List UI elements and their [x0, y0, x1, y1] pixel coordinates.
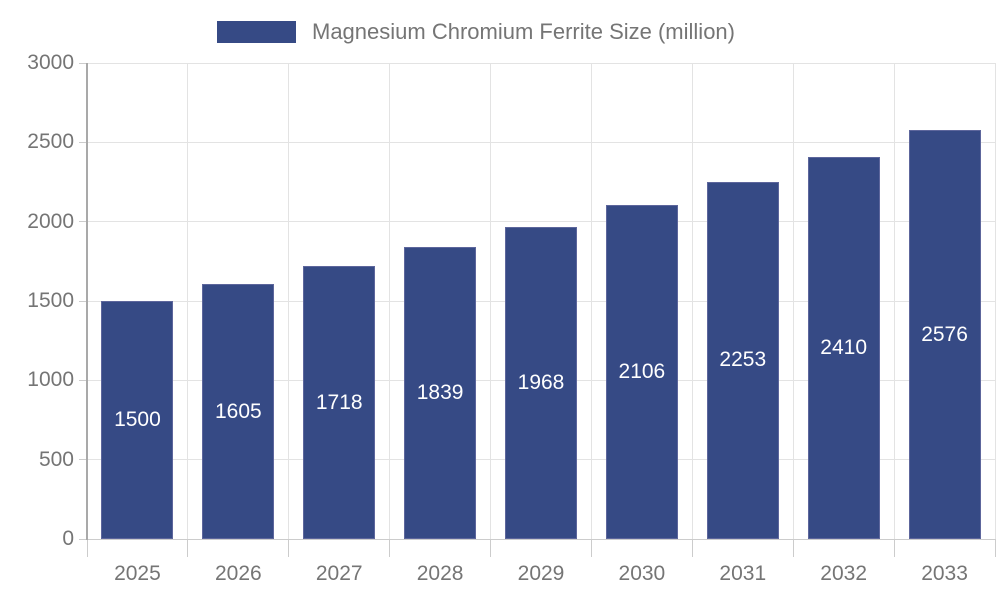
x-tick	[994, 539, 996, 557]
gridline-x	[893, 63, 895, 539]
x-axis-label: 2031	[719, 562, 767, 585]
y-axis-label: 1000	[27, 368, 74, 392]
gridline-x	[691, 63, 693, 539]
bar-value-label: 2410	[820, 335, 868, 359]
gridline-x	[187, 63, 189, 539]
y-axis-label: 0	[62, 527, 74, 550]
x-axis-label: 2029	[517, 562, 565, 585]
x-tick	[792, 539, 794, 557]
bar-value-label: 1968	[517, 370, 565, 394]
gridline-y	[87, 62, 995, 64]
y-tick	[79, 62, 87, 64]
y-tick	[79, 300, 87, 302]
gridline-x	[288, 63, 290, 539]
x-tick	[187, 539, 189, 557]
bar-value-label: 2253	[719, 348, 767, 372]
y-tick	[79, 538, 87, 540]
x-tick	[691, 539, 693, 557]
x-tick	[590, 539, 592, 557]
x-tick	[86, 539, 88, 557]
legend-label: Magnesium Chromium Ferrite Size (million…	[312, 19, 735, 44]
bar-value-label: 1718	[315, 390, 363, 414]
bar[interactable]	[505, 226, 577, 539]
y-tick	[79, 379, 87, 381]
gridline-x	[490, 63, 492, 539]
x-axis-label: 2028	[416, 562, 464, 585]
x-tick	[389, 539, 391, 557]
legend-item[interactable]: Magnesium Chromium Ferrite Size (million…	[217, 20, 735, 44]
gridline-x	[994, 63, 996, 539]
x-tick	[490, 539, 492, 557]
y-tick	[79, 221, 87, 223]
bar[interactable]	[605, 204, 678, 539]
bar[interactable]	[908, 130, 981, 539]
y-axis-line	[86, 63, 88, 540]
bar-value-label: 2576	[921, 322, 968, 346]
gridline-y	[87, 141, 995, 143]
legend: Magnesium Chromium Ferrite Size (million…	[217, 20, 735, 44]
bar[interactable]	[101, 301, 174, 539]
bar-value-label: 2106	[618, 359, 666, 383]
gridline-y	[87, 221, 995, 223]
gridline-x	[389, 63, 391, 539]
x-axis-label: 2027	[315, 562, 363, 585]
bar[interactable]	[404, 247, 477, 539]
x-tick	[893, 539, 895, 557]
x-axis-label: 2026	[214, 562, 262, 585]
x-axis-label: 2032	[820, 562, 868, 585]
bar[interactable]	[202, 284, 275, 539]
y-axis-label: 1500	[27, 289, 74, 312]
bar[interactable]	[807, 156, 880, 539]
legend-swatch	[217, 21, 296, 43]
y-axis-label: 2000	[27, 209, 74, 233]
x-axis-label: 2033	[921, 562, 968, 585]
gridline-x	[792, 63, 794, 539]
gridline-x	[590, 63, 592, 539]
y-axis-label: 2500	[27, 130, 74, 154]
y-axis-label: 3000	[27, 51, 74, 74]
y-tick	[79, 459, 87, 461]
bar[interactable]	[303, 266, 376, 539]
x-axis-line	[87, 538, 995, 540]
bar-value-label: 1500	[114, 408, 161, 431]
bar[interactable]	[706, 181, 779, 539]
x-tick	[288, 539, 290, 557]
y-axis-label: 500	[38, 447, 74, 471]
y-tick	[79, 141, 87, 143]
x-axis-label: 2030	[618, 562, 666, 585]
bar-value-label: 1605	[214, 399, 262, 423]
x-axis-label: 2025	[114, 562, 161, 585]
bar-value-label: 1839	[416, 381, 464, 405]
